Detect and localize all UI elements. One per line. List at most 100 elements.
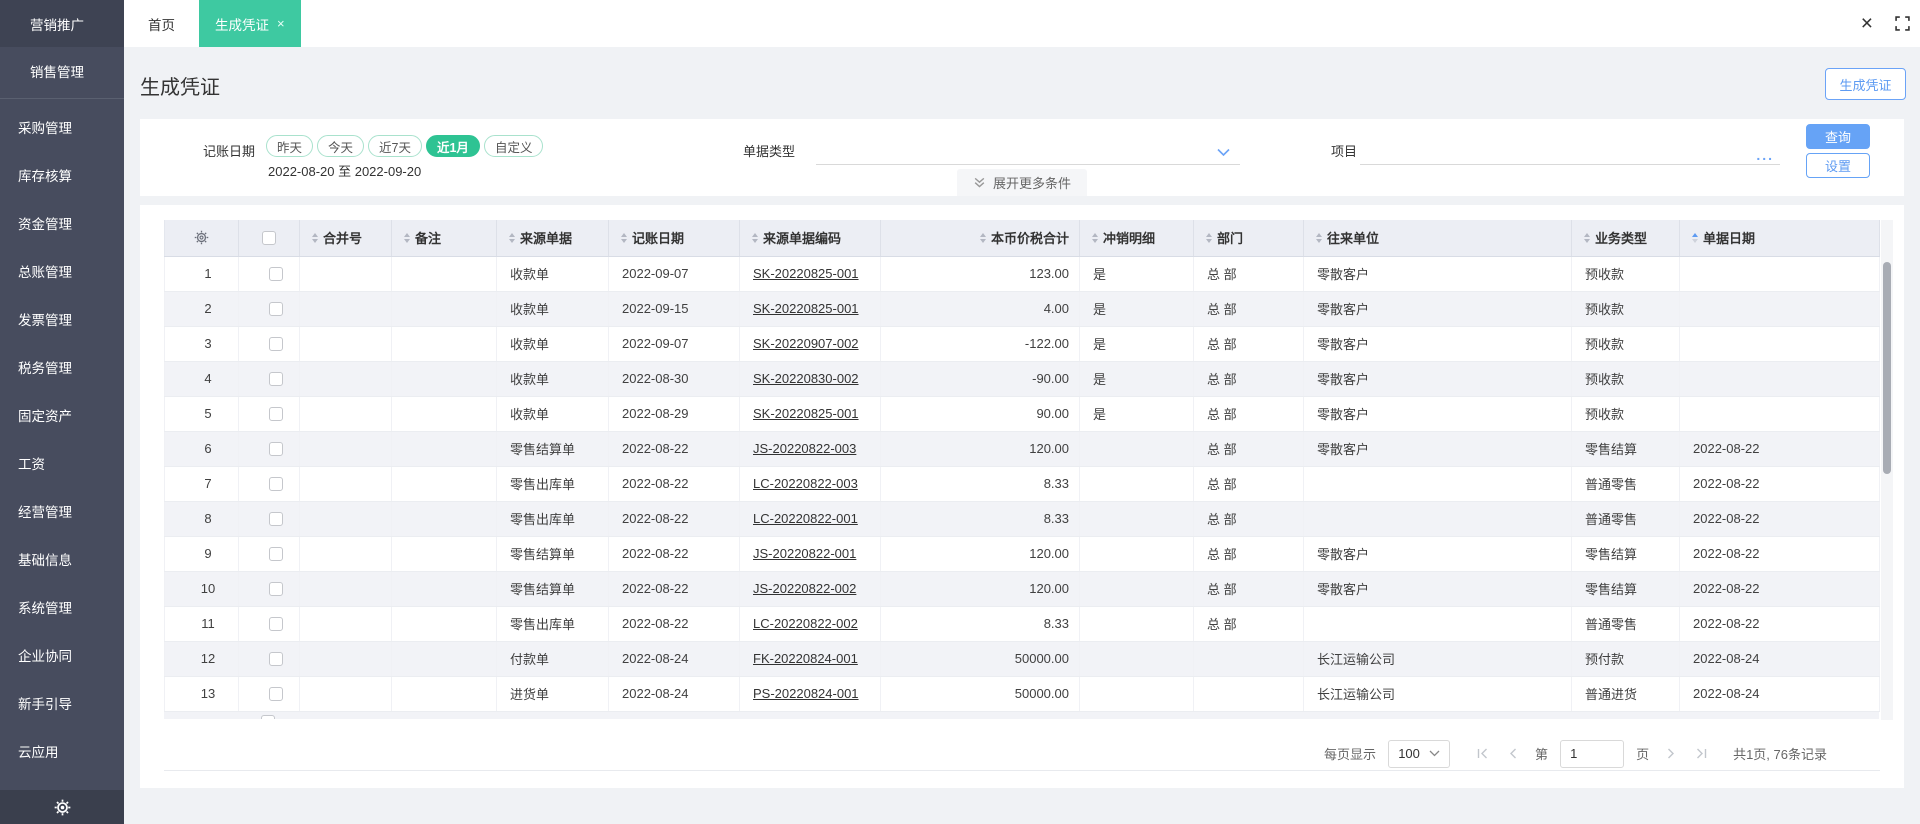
quick-filter-custom[interactable]: 自定义 — [483, 135, 544, 157]
row-checkbox[interactable] — [268, 442, 283, 457]
expand-more-conditions[interactable]: 展开更多条件 — [956, 169, 1088, 196]
table-row[interactable]: 6 零售结算单 2022-08-22 JS-20220822-003 120.00 总 部… — [164, 431, 1880, 467]
source-doc-link[interactable]: SK-20220830-002 — [753, 371, 859, 386]
source-doc-link[interactable]: FK-20220824-001 — [753, 651, 858, 666]
select-all-checkbox[interactable] — [238, 220, 300, 257]
table-row[interactable]: 11 零售出库单 2022-08-22 LC-20220822-002 8.33 总 部普… — [164, 606, 1880, 642]
sidebar-item-sales[interactable]: 销售管理 — [30, 65, 84, 80]
sidebar-item-collaboration[interactable]: 企业协同 — [18, 649, 72, 664]
row-checkbox[interactable] — [268, 407, 283, 422]
table-row[interactable]: 7 零售出库单 2022-08-22 LC-20220822-003 8.33 总 部普通… — [164, 466, 1880, 502]
sidebar-settings-button[interactable] — [0, 790, 124, 824]
cell-counterparty: 零散客户 — [1303, 431, 1572, 467]
column-settings-button[interactable] — [164, 220, 239, 257]
quick-filter-last-month[interactable]: 近1月 — [425, 135, 480, 157]
project-input[interactable]: ... — [1360, 135, 1780, 165]
table-row[interactable]: 13 进货单 2022-08-24 PS-20220824-001 50000.00 长江… — [164, 676, 1880, 712]
source-doc-link[interactable]: PS-20220824-001 — [753, 686, 859, 701]
col-header-amount[interactable]: 本币价税合计 — [880, 220, 1080, 257]
sidebar-item-beginner-guide[interactable]: 新手引导 — [18, 697, 72, 712]
table-row[interactable]: 5 收款单 2022-08-29 SK-20220825-001 90.00 是总 部零散… — [164, 396, 1880, 432]
row-checkbox[interactable] — [268, 582, 283, 597]
sidebar-item-system[interactable]: 系统管理 — [18, 601, 72, 616]
col-header-merge-no[interactable]: 合并号 — [299, 220, 392, 257]
sidebar-item-operations[interactable]: 经营管理 — [18, 505, 72, 520]
prev-page-icon[interactable] — [1507, 747, 1520, 760]
search-button[interactable]: 查询 — [1806, 124, 1870, 149]
table-row[interactable]: 10 零售结算单 2022-08-22 JS-20220822-002 120.00 总 … — [164, 571, 1880, 607]
table-row[interactable]: 1 收款单 2022-09-07 SK-20220825-001 123.00 是总 部零… — [164, 256, 1880, 292]
last-page-icon[interactable] — [1695, 747, 1708, 760]
quick-filter-yesterday[interactable]: 昨天 — [266, 135, 314, 157]
source-doc-link[interactable]: JS-20220822-001 — [753, 546, 857, 561]
sidebar-item-inventory[interactable]: 库存核算 — [18, 169, 72, 184]
col-header-business-type[interactable]: 业务类型 — [1571, 220, 1680, 257]
sidebar-item-tax[interactable]: 税务管理 — [18, 361, 72, 376]
col-header-reversal[interactable]: 冲销明细 — [1079, 220, 1194, 257]
close-icon[interactable]: × — [1860, 12, 1873, 35]
source-doc-link[interactable]: LC-20220822-001 — [753, 511, 858, 526]
table-row[interactable]: 9 零售结算单 2022-08-22 JS-20220822-001 120.00 总 部… — [164, 536, 1880, 572]
sidebar-item-basic-info[interactable]: 基础信息 — [18, 553, 72, 568]
row-checkbox[interactable] — [268, 477, 283, 492]
source-doc-link[interactable]: LC-20220822-003 — [753, 476, 858, 491]
source-doc-link[interactable]: JS-20220822-002 — [753, 581, 857, 596]
sidebar-item-payroll[interactable]: 工资 — [18, 457, 45, 472]
table-row[interactable]: 3 收款单 2022-09-07 SK-20220907-002 -122.00 是总 部… — [164, 326, 1880, 362]
quick-filter-today[interactable]: 今天 — [317, 135, 365, 157]
sidebar-item-ledger[interactable]: 总账管理 — [18, 265, 72, 280]
col-header-source-doc[interactable]: 来源单据 — [496, 220, 609, 257]
per-page-select[interactable]: 100 — [1388, 739, 1451, 768]
table-row[interactable]: 8 零售出库单 2022-08-22 LC-20220822-001 8.33 总 部普通… — [164, 501, 1880, 537]
col-header-source-doc-code[interactable]: 来源单据编码 — [739, 220, 881, 257]
tab-generate-voucher[interactable]: 生成凭证 × — [199, 0, 301, 47]
date-range-value[interactable]: 2022-08-20 至 2022-09-20 — [268, 164, 422, 179]
sidebar-item-invoice[interactable]: 发票管理 — [18, 313, 72, 328]
col-header-counterparty[interactable]: 往来单位 — [1303, 220, 1572, 257]
tab-close-icon[interactable]: × — [277, 16, 285, 31]
table-row[interactable]: 12 付款单 2022-08-24 FK-20220824-001 50000.00 长江… — [164, 641, 1880, 677]
generate-voucher-button[interactable]: 生成凭证 — [1825, 68, 1906, 100]
quick-filter-last7days[interactable]: 近7天 — [368, 135, 422, 157]
row-checkbox[interactable] — [268, 302, 283, 317]
next-page-icon[interactable] — [1664, 747, 1677, 760]
chevron-down-icon[interactable] — [1217, 144, 1230, 162]
col-header-department[interactable]: 部门 — [1193, 220, 1304, 257]
col-header-note[interactable]: 备注 — [391, 220, 497, 257]
row-checkbox[interactable] — [268, 267, 283, 282]
row-checkbox[interactable] — [268, 512, 283, 527]
doc-type-select[interactable] — [816, 135, 1240, 165]
cell-merge-no — [299, 256, 392, 292]
tab-home[interactable]: 首页 — [148, 17, 175, 33]
vertical-scrollbar[interactable] — [1881, 220, 1893, 720]
table-row[interactable]: 4 收款单 2022-08-30 SK-20220830-002 -90.00 是总 部零… — [164, 361, 1880, 397]
first-page-icon[interactable] — [1476, 747, 1489, 760]
row-checkbox[interactable] — [268, 617, 283, 632]
table-row[interactable]: 2 收款单 2022-09-15 SK-20220825-001 4.00 是总 部零散客… — [164, 291, 1880, 327]
row-checkbox[interactable] — [268, 547, 283, 562]
sidebar-item-funds[interactable]: 资金管理 — [18, 217, 72, 232]
row-checkbox[interactable] — [268, 652, 283, 667]
source-doc-link[interactable]: SK-20220825-001 — [753, 406, 859, 421]
sidebar-item-purchase[interactable]: 采购管理 — [18, 121, 72, 136]
col-header-doc-date[interactable]: 单据日期 — [1679, 220, 1880, 257]
sidebar-item-fixed-assets[interactable]: 固定资产 — [18, 409, 72, 424]
more-options-icon[interactable]: ... — [1756, 147, 1774, 163]
sidebar-item-cloud-apps[interactable]: 云应用 — [18, 745, 59, 760]
fullscreen-icon[interactable] — [1895, 16, 1910, 31]
source-doc-link[interactable]: LC-20220822-002 — [753, 616, 858, 631]
scrollbar-thumb[interactable] — [1883, 262, 1891, 474]
col-header-booking-date[interactable]: 记账日期 — [608, 220, 740, 257]
checkbox[interactable] — [262, 230, 276, 245]
settings-button[interactable]: 设置 — [1806, 153, 1870, 178]
source-doc-link[interactable]: SK-20220907-002 — [753, 336, 859, 351]
sidebar-item-marketing[interactable]: 营销推广 — [0, 0, 124, 47]
page-number-input[interactable] — [1560, 739, 1625, 768]
source-doc-link[interactable]: SK-20220825-001 — [753, 266, 859, 281]
row-checkbox[interactable] — [268, 372, 283, 387]
source-doc-link[interactable]: SK-20220825-001 — [753, 301, 859, 316]
row-checkbox[interactable] — [268, 687, 283, 702]
cell-reversal — [1079, 606, 1194, 642]
row-checkbox[interactable] — [268, 337, 283, 352]
source-doc-link[interactable]: JS-20220822-003 — [753, 441, 857, 456]
